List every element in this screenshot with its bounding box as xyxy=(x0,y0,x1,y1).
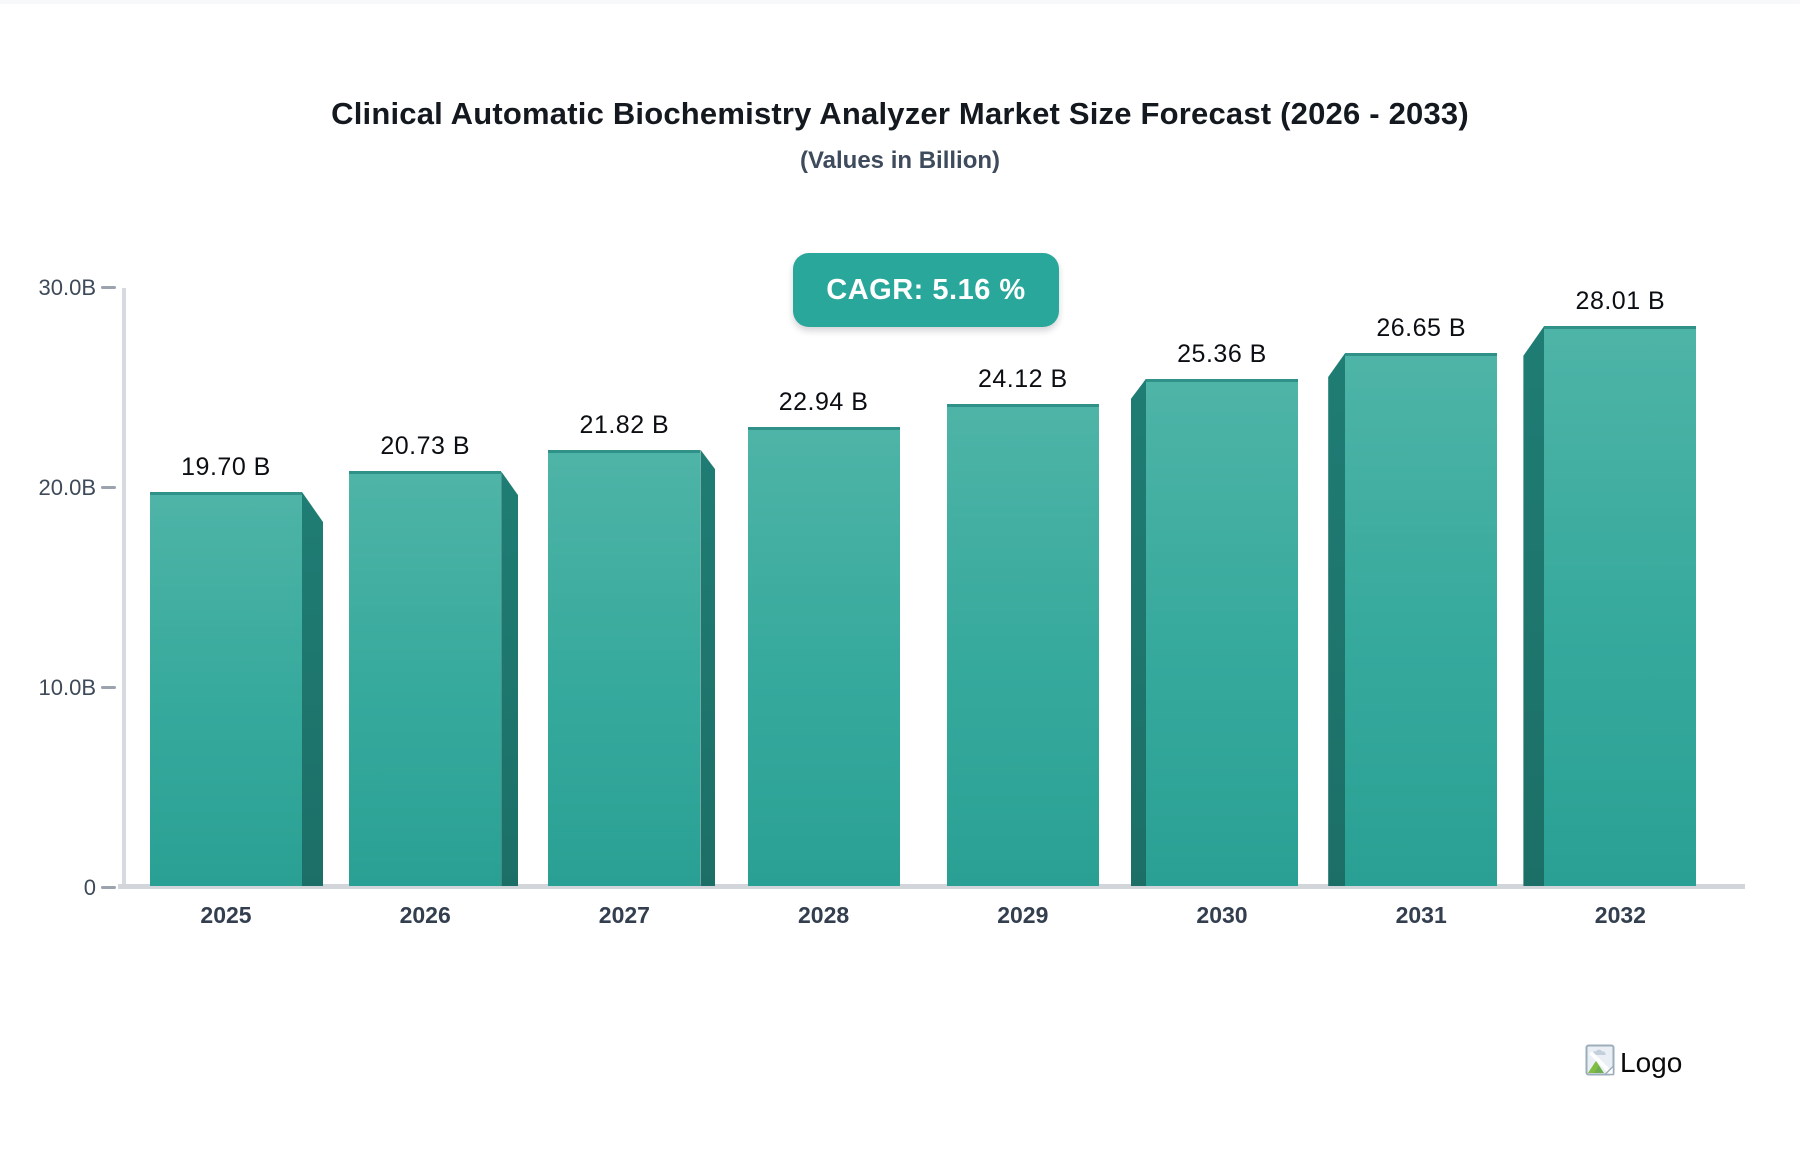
bar-value-label: 28.01 B xyxy=(1575,286,1666,315)
top-edge-strip xyxy=(0,0,1800,4)
x-tick-label: 2029 xyxy=(997,902,1049,928)
logo-alt-text: Logo xyxy=(1620,1047,1683,1078)
bar-value-label: 21.82 B xyxy=(579,410,670,439)
bar-3d-side xyxy=(1328,353,1346,886)
x-axis-line xyxy=(118,884,1745,889)
bar-value-label: 25.36 B xyxy=(1177,339,1267,368)
x-tick-label: 2031 xyxy=(1395,902,1447,928)
bar-2026 xyxy=(349,471,502,886)
bar-2031 xyxy=(1345,353,1498,886)
cagr-badge-label: CAGR: 5.16 % xyxy=(826,273,1026,306)
y-tick-mark xyxy=(101,886,116,889)
x-tick-label: 2028 xyxy=(798,902,850,928)
x-tick-label: 2025 xyxy=(200,902,252,928)
cagr-badge: CAGR: 5.16 % xyxy=(793,253,1059,327)
y-tick-label: 0 xyxy=(83,875,96,900)
chart-title: Clinical Automatic Biochemistry Analyzer… xyxy=(331,96,1469,131)
y-tick-label: 10.0B xyxy=(38,675,97,700)
bar-value-label: 19.70 B xyxy=(181,453,271,481)
chart-subtitle: (Values in Billion) xyxy=(799,147,1001,174)
x-tick-label: 2026 xyxy=(399,902,451,928)
logo: Logo xyxy=(1583,1042,1682,1078)
bar-2029 xyxy=(946,403,1099,886)
y-tick-label: 30.0B xyxy=(38,275,97,300)
bar-value-label: 26.65 B xyxy=(1376,314,1467,342)
bar-3d-side xyxy=(700,449,716,886)
x-tick-label: 2032 xyxy=(1594,902,1646,928)
bar-2032 xyxy=(1544,325,1697,886)
x-tick-label: 2027 xyxy=(598,902,650,928)
bar-3d-side xyxy=(302,492,323,886)
bar-value-label: 20.73 B xyxy=(380,432,471,461)
broken-image-icon xyxy=(1585,1044,1615,1076)
y-tick-label: 20.0B xyxy=(38,475,97,500)
bar-2025 xyxy=(150,492,302,886)
y-tick-mark xyxy=(101,686,116,689)
bar-value-label: 24.12 B xyxy=(977,364,1068,393)
bar-3d-side xyxy=(501,471,519,886)
bar-value-label: 22.94 B xyxy=(778,388,869,417)
y-tick-mark xyxy=(101,286,116,289)
bar-3d-side xyxy=(1523,325,1545,886)
bar-2030 xyxy=(1146,378,1298,886)
bar-2027 xyxy=(548,449,701,886)
bar-2028 xyxy=(747,427,900,886)
x-tick-label: 2030 xyxy=(1196,902,1248,928)
y-tick-mark xyxy=(101,486,116,489)
y-axis-line xyxy=(122,288,126,888)
bar-3d-side xyxy=(1131,378,1146,886)
